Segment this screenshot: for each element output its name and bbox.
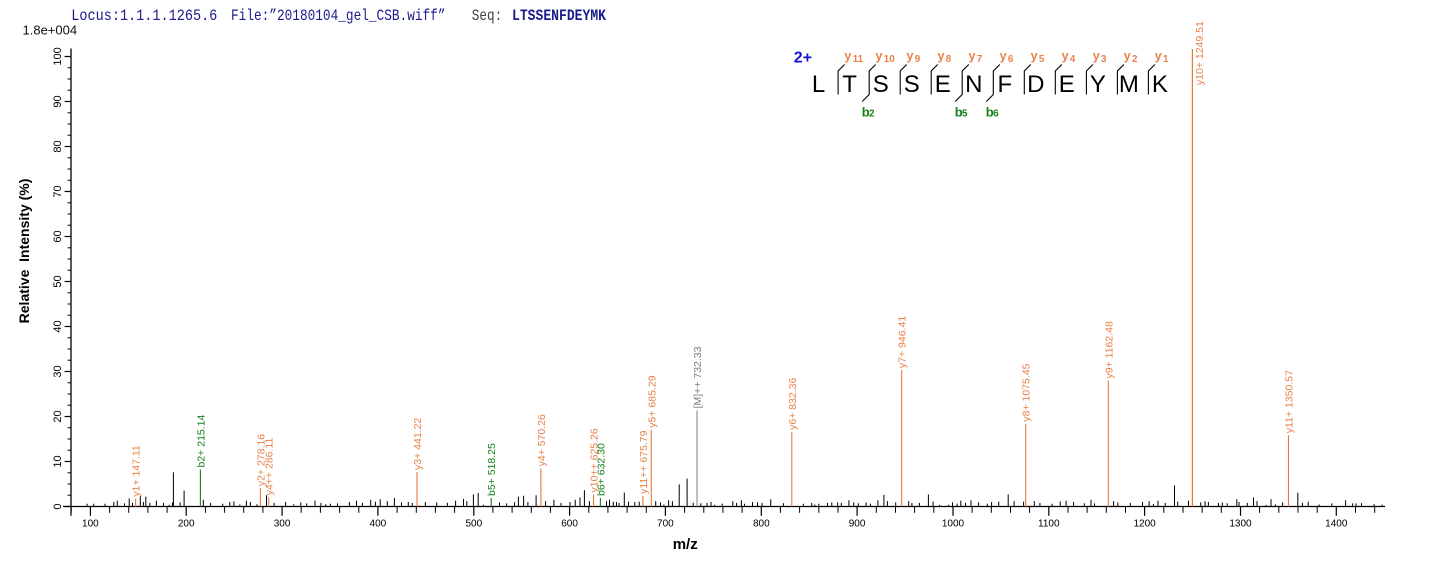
svg-text:y: y [1155, 49, 1162, 63]
svg-text:100: 100 [82, 518, 99, 529]
svg-text:Locus:1.1.1.1265.6: Locus:1.1.1.1265.6 [71, 7, 217, 25]
svg-text:y5+ 685.29: y5+ 685.29 [646, 375, 658, 427]
svg-text:80: 80 [52, 140, 64, 152]
svg-text:L: L [812, 71, 825, 98]
svg-text:400: 400 [370, 518, 387, 529]
svg-text:y7+ 946.41: y7+ 946.41 [897, 316, 909, 368]
svg-text:Seq:: Seq: [472, 7, 503, 25]
svg-text:2: 2 [869, 108, 875, 119]
svg-text:100: 100 [52, 47, 64, 65]
svg-text:b5+ 518.25: b5+ 518.25 [486, 443, 498, 496]
svg-text:m/z: m/z [673, 536, 698, 553]
svg-text:y: y [1062, 49, 1069, 63]
svg-text:1000: 1000 [942, 518, 965, 529]
svg-text:y8+ 1075.45: y8+ 1075.45 [1021, 363, 1033, 421]
svg-text:y2+ 278.16: y2+ 278.16 [255, 434, 267, 486]
svg-text:4: 4 [1070, 54, 1076, 65]
svg-text:1100: 1100 [1038, 518, 1060, 529]
svg-text:b: b [862, 104, 870, 119]
svg-text:y10+ 1249.51: y10+ 1249.51 [1194, 21, 1206, 85]
svg-text:LTSSENFDEYMK: LTSSENFDEYMK [512, 7, 606, 25]
svg-text:300: 300 [274, 518, 291, 529]
svg-text:1200: 1200 [1133, 518, 1156, 529]
svg-text:E: E [1059, 71, 1075, 98]
svg-text:D: D [1027, 71, 1044, 98]
svg-text:y10++ 625.26: y10++ 625.26 [589, 428, 601, 492]
svg-text:y: y [1031, 49, 1038, 63]
svg-text:b: b [986, 104, 994, 119]
svg-text:b: b [955, 104, 963, 119]
svg-text:0: 0 [52, 503, 64, 509]
svg-text:y: y [844, 49, 851, 63]
svg-text:y11++ 675.79: y11++ 675.79 [638, 430, 650, 494]
svg-text:y: y [876, 49, 883, 63]
svg-text:y: y [938, 49, 945, 63]
svg-text:20: 20 [52, 410, 64, 422]
svg-text:1.8e+004: 1.8e+004 [23, 23, 78, 38]
svg-text:6: 6 [993, 108, 999, 119]
svg-text:y: y [1124, 49, 1131, 63]
svg-text:y: y [1000, 49, 1007, 63]
svg-text:30: 30 [52, 365, 64, 377]
svg-text:700: 700 [657, 518, 674, 529]
svg-text:y9+ 1162.48: y9+ 1162.48 [1103, 321, 1115, 378]
svg-text:9: 9 [915, 54, 921, 65]
svg-text:y: y [1093, 49, 1100, 63]
svg-text:y4+ 570.26: y4+ 570.26 [536, 414, 548, 466]
svg-text:200: 200 [178, 518, 195, 529]
svg-text:b6+ 632.30: b6+ 632.30 [595, 443, 607, 496]
svg-text:1: 1 [1163, 54, 1169, 65]
svg-text:y11+ 1350.57: y11+ 1350.57 [1284, 370, 1296, 433]
svg-text:1400: 1400 [1325, 518, 1348, 529]
svg-text:5: 5 [962, 108, 968, 119]
svg-text:70: 70 [52, 185, 64, 197]
svg-text:y1+ 147.11: y1+ 147.11 [131, 445, 143, 497]
svg-text:y: y [969, 49, 976, 63]
svg-text:Y: Y [1090, 71, 1106, 98]
svg-text:S: S [904, 71, 920, 98]
svg-text:6: 6 [1008, 54, 1014, 65]
svg-text:10: 10 [52, 455, 64, 467]
svg-text:S: S [873, 71, 889, 98]
svg-text:3: 3 [1101, 54, 1107, 65]
svg-text:50: 50 [52, 275, 64, 287]
svg-text:90: 90 [52, 95, 64, 107]
svg-text:y6+ 832.36: y6+ 832.36 [787, 377, 799, 429]
svg-text:E: E [935, 71, 951, 98]
svg-text:8: 8 [946, 54, 952, 65]
svg-text:M: M [1119, 71, 1139, 98]
svg-text:900: 900 [849, 518, 866, 529]
svg-text:2: 2 [1132, 54, 1138, 65]
svg-text:1300: 1300 [1229, 518, 1252, 529]
svg-text:b2+ 215.14: b2+ 215.14 [195, 414, 207, 467]
svg-text:y4++ 286.11: y4++ 286.11 [264, 438, 276, 496]
svg-text:Relative Intensity (%): Relative Intensity (%) [16, 179, 32, 324]
svg-text:7: 7 [977, 54, 983, 65]
svg-text:T: T [842, 71, 857, 98]
svg-text:500: 500 [465, 518, 482, 529]
svg-text:800: 800 [753, 518, 770, 529]
svg-text:40: 40 [52, 320, 64, 332]
svg-text:600: 600 [561, 518, 578, 529]
svg-text:[M]++ 732.33: [M]++ 732.33 [692, 346, 704, 408]
svg-text:11: 11 [853, 54, 864, 65]
svg-text:10: 10 [884, 54, 895, 65]
svg-text:5: 5 [1039, 54, 1045, 65]
svg-text:2+: 2+ [794, 50, 812, 67]
svg-text:N: N [965, 71, 982, 98]
svg-text:K: K [1152, 71, 1168, 98]
svg-text:60: 60 [52, 230, 64, 242]
svg-text:y3+ 441.22: y3+ 441.22 [412, 418, 424, 470]
svg-text:File:”20180104_gel_CSB.wiff”: File:”20180104_gel_CSB.wiff” [231, 7, 446, 25]
svg-text:y: y [907, 49, 914, 63]
svg-text:F: F [997, 71, 1012, 98]
